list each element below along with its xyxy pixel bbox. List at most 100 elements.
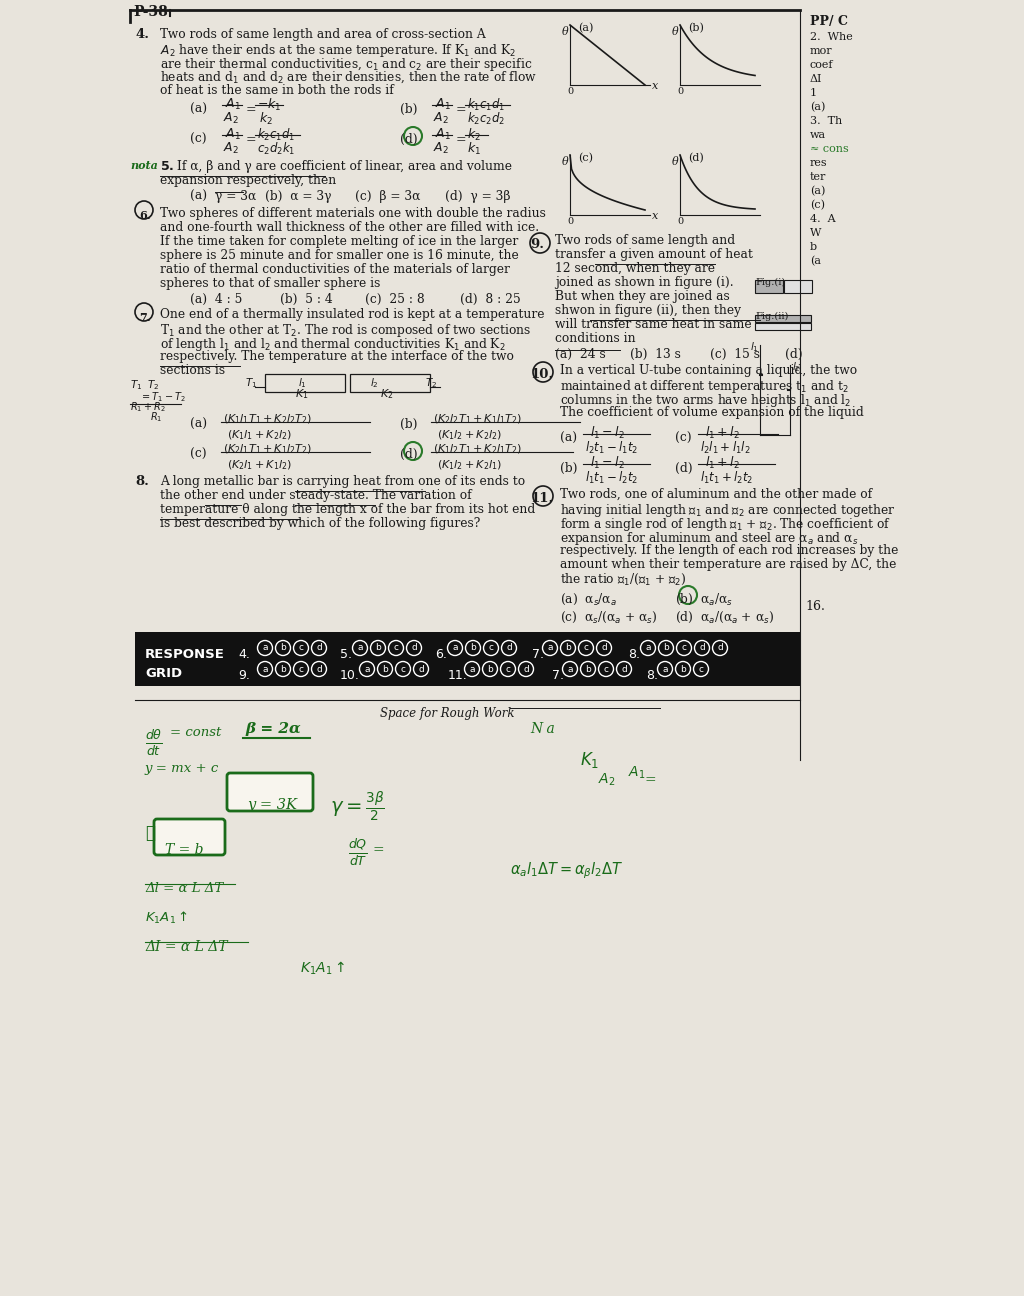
Text: (d): (d): [785, 349, 803, 362]
Text: transfer a given amount of heat: transfer a given amount of heat: [555, 248, 753, 260]
Text: $K_1$: $K_1$: [580, 750, 599, 770]
Text: ≈ cons: ≈ cons: [810, 144, 849, 154]
Text: (c): (c): [675, 432, 691, 445]
Bar: [755, 280, 783, 293]
Text: $l_2 t_1 - l_1 t_2$: $l_2 t_1 - l_1 t_2$: [585, 441, 638, 456]
Text: 0: 0: [677, 87, 683, 96]
Text: (b): (b): [400, 419, 418, 432]
Text: 3.  Th: 3. Th: [810, 117, 843, 126]
Text: of length l$_1$ and l$_2$ and thermal conductivities K$_1$ and K$_2$: of length l$_1$ and l$_2$ and thermal co…: [160, 336, 506, 353]
Text: $k_2$: $k_2$: [259, 111, 272, 127]
Text: 12 second, when they are: 12 second, when they are: [555, 262, 715, 275]
Text: expansion for aluminum and steel are α$_a$ and α$_s$: expansion for aluminum and steel are α$_…: [560, 530, 858, 547]
Text: $(K_1 l_1 + K_2 l_2)$: $(K_1 l_1 + K_2 l_2)$: [227, 428, 292, 442]
Text: $R_1+R_2$: $R_1+R_2$: [130, 400, 166, 413]
Text: 4.: 4.: [135, 29, 150, 41]
Text: One end of a thermally insulated rod is kept at a temperature: One end of a thermally insulated rod is …: [160, 308, 545, 321]
Text: Fig.(ii): Fig.(ii): [755, 312, 788, 321]
Text: d: d: [622, 665, 627, 674]
Text: $T_2$: $T_2$: [147, 378, 159, 391]
Text: (c)  15 s: (c) 15 s: [710, 349, 760, 362]
Text: $c_2 d_2 k_1$: $c_2 d_2 k_1$: [257, 141, 295, 157]
Text: (d)  8 : 25: (d) 8 : 25: [460, 293, 521, 306]
Text: (a)  α$_s$/α$_a$: (a) α$_s$/α$_a$: [560, 592, 617, 608]
Text: 0: 0: [567, 87, 573, 96]
Text: The coefficient of volume expansion of the liquid: The coefficient of volume expansion of t…: [560, 406, 864, 419]
Bar: [755, 315, 811, 321]
Text: (d): (d): [400, 448, 418, 461]
Text: $l_2$: $l_2$: [370, 376, 379, 390]
Text: respectively. The temperature at the interface of the two: respectively. The temperature at the int…: [160, 350, 514, 363]
Text: c: c: [682, 644, 686, 652]
Text: $K_1 A_1 \uparrow$: $K_1 A_1 \uparrow$: [300, 960, 345, 977]
Text: (a)  24 s: (a) 24 s: [555, 349, 606, 362]
Text: a: a: [365, 665, 370, 674]
Text: $A_1$: $A_1$: [225, 97, 241, 111]
Text: 8.: 8.: [135, 476, 148, 489]
Text: 8.: 8.: [628, 648, 640, 661]
Text: $(K_2 l_2 T_1 + K_1 l_1 T_2)$: $(K_2 l_2 T_1 + K_1 l_1 T_2)$: [433, 412, 522, 425]
Text: 7.: 7.: [532, 648, 544, 661]
Text: $K_2$: $K_2$: [380, 388, 393, 400]
Text: d: d: [411, 644, 417, 652]
Text: =: =: [372, 842, 384, 857]
Text: c: c: [506, 665, 511, 674]
Text: $-k_1$: $-k_1$: [257, 97, 282, 113]
Text: form a single rod of length ℓ$_1$ + ℓ$_2$. The coefficient of: form a single rod of length ℓ$_1$ + ℓ$_2…: [560, 516, 891, 533]
Text: =: =: [645, 772, 656, 787]
Text: A long metallic bar is carrying heat from one of its ends to: A long metallic bar is carrying heat fro…: [160, 476, 525, 489]
Text: 9.: 9.: [238, 669, 250, 682]
Text: θ: θ: [562, 157, 568, 167]
Text: Two rods of same length and area of cross-section A: Two rods of same length and area of cros…: [160, 29, 485, 41]
Text: 8.: 8.: [646, 669, 658, 682]
Text: Δl = α L ΔT: Δl = α L ΔT: [145, 883, 223, 896]
Text: columns in the two arms have heights l$_1$ and l$_2$: columns in the two arms have heights l$_…: [560, 391, 851, 410]
Text: In a vertical U-tube containing a liquid, the two: In a vertical U-tube containing a liquid…: [560, 364, 857, 377]
Text: θ: θ: [672, 27, 679, 38]
Bar: [350, 375, 430, 391]
Text: sphere is 25 minute and for smaller one is 16 minute, the: sphere is 25 minute and for smaller one …: [160, 249, 519, 262]
Text: $A_1$: $A_1$: [628, 765, 645, 781]
Text: $l_1 - l_2$: $l_1 - l_2$: [590, 425, 625, 441]
Text: (a): (a): [190, 419, 207, 432]
Text: c: c: [299, 665, 303, 674]
Text: a: a: [663, 665, 668, 674]
Text: $A_2$ have their ends at the same temperature. If K$_1$ and K$_2$: $A_2$ have their ends at the same temper…: [160, 41, 516, 60]
Text: a: a: [262, 644, 267, 652]
Text: W: W: [810, 228, 821, 238]
Text: $= T_1 - T_2$: $= T_1 - T_2$: [140, 390, 186, 404]
Text: =: =: [246, 102, 257, 117]
Text: a: a: [547, 644, 553, 652]
Text: $l_2 l_1 + l_1 l_2$: $l_2 l_1 + l_1 l_2$: [700, 441, 751, 456]
Text: (a): (a): [810, 102, 825, 113]
Text: $A_1$: $A_1$: [435, 97, 451, 111]
Text: c: c: [488, 644, 494, 652]
Text: ter: ter: [810, 172, 826, 181]
Text: y = mx + c: y = mx + c: [145, 762, 219, 775]
Text: amount when their temperature are raised by ΔC, the: amount when their temperature are raised…: [560, 559, 896, 572]
Text: =: =: [456, 102, 467, 117]
Text: d: d: [523, 665, 528, 674]
Text: $T_2$: $T_2$: [425, 376, 437, 390]
Text: mor: mor: [810, 45, 833, 56]
Text: 5.: 5.: [340, 648, 352, 661]
Text: temperature θ along the length x of the bar from its hot end: temperature θ along the length x of the …: [160, 503, 536, 516]
Text: $(K_1 l_2 + K_2 l_2)$: $(K_1 l_2 + K_2 l_2)$: [437, 428, 502, 442]
Text: Two rods of same length and: Two rods of same length and: [555, 235, 735, 248]
Text: c: c: [400, 665, 406, 674]
Bar: [135, 632, 800, 686]
Text: $A_2$: $A_2$: [433, 111, 449, 126]
Text: $T_1$: $T_1$: [130, 378, 142, 391]
Text: (a): (a): [190, 191, 207, 203]
Text: (a): (a): [810, 187, 825, 196]
Text: $A_2$: $A_2$: [223, 141, 239, 156]
Text: 11.: 11.: [449, 669, 468, 682]
Text: respectively. If the length of each rod increases by the: respectively. If the length of each rod …: [560, 544, 898, 557]
Text: = const: = const: [170, 726, 221, 739]
Text: (d): (d): [675, 461, 692, 476]
Text: (c)  α$_s$/(α$_a$ + α$_s$): (c) α$_s$/(α$_a$ + α$_s$): [560, 610, 657, 625]
Text: 16.: 16.: [805, 600, 825, 613]
Text: (b)  α = 3γ: (b) α = 3γ: [265, 191, 332, 203]
Text: (d)  γ = 3β: (d) γ = 3β: [445, 191, 511, 203]
Text: b: b: [680, 665, 686, 674]
